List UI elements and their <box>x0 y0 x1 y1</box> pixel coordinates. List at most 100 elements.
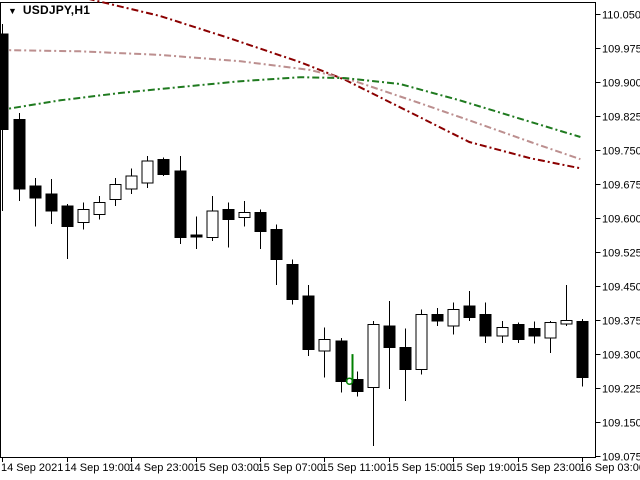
candle <box>190 216 203 249</box>
candle <box>254 209 267 249</box>
candle <box>286 259 299 305</box>
time-axis-label: 14 Sep 19:00 <box>65 462 130 474</box>
candle-body <box>544 321 557 339</box>
candle-body <box>29 185 42 199</box>
candle <box>512 322 525 343</box>
candle-body <box>206 210 219 239</box>
candle <box>399 328 412 401</box>
time-axis-label: 15 Sep 03:00 <box>194 462 259 474</box>
price-axis-label: 109.150 <box>602 418 640 430</box>
candle <box>93 195 106 220</box>
candle-body <box>238 212 251 219</box>
candle-body <box>302 295 315 351</box>
candle-body <box>109 184 122 201</box>
candle <box>222 202 235 248</box>
candle <box>270 224 283 285</box>
candle-body <box>93 202 106 215</box>
candle-body <box>0 33 9 130</box>
candle <box>560 285 573 326</box>
time-axis-label: 15 Sep 15:00 <box>387 462 452 474</box>
candle-body <box>45 193 58 212</box>
candle <box>335 337 348 393</box>
candle <box>528 321 541 344</box>
candle-body <box>463 305 476 318</box>
price-axis-label: 109.450 <box>602 282 640 294</box>
candle <box>125 168 138 195</box>
candle-body <box>496 326 509 337</box>
candle-body <box>335 340 348 382</box>
candle-body <box>560 320 573 325</box>
price-axis-label: 109.075 <box>602 452 640 464</box>
ma-slow-line <box>0 76 581 138</box>
price-axis-label: 110.050 <box>602 10 640 22</box>
time-axis-label: 15 Sep 23:00 <box>516 462 581 474</box>
time-axis-label: 15 Sep 19:00 <box>451 462 516 474</box>
candle-body <box>415 314 428 371</box>
candle <box>447 302 460 335</box>
chevron-down-icon[interactable]: ▼ <box>8 5 17 16</box>
candle <box>157 157 170 176</box>
time-axis-label: 16 Sep 03:00 <box>580 462 640 474</box>
candle <box>61 204 74 259</box>
candle-body <box>318 339 331 352</box>
ma-mid-line <box>0 49 581 161</box>
candle-body <box>447 309 460 327</box>
candle-body <box>77 209 90 224</box>
candle-body <box>254 212 267 232</box>
candle-body <box>157 159 170 176</box>
candle <box>367 321 380 447</box>
candle-body <box>286 263 299 300</box>
candle-body <box>383 325 396 348</box>
price-axis-label: 109.600 <box>602 214 640 226</box>
buy-marker <box>345 354 354 385</box>
candle-body <box>190 234 203 238</box>
candle <box>109 178 122 206</box>
price-axis-label: 109.675 <box>602 180 640 192</box>
candle <box>141 156 154 189</box>
candle <box>463 291 476 321</box>
symbol-label: USDJPY,H1 <box>22 3 91 17</box>
candle <box>238 200 251 227</box>
candle <box>383 301 396 389</box>
candle-body <box>222 209 235 220</box>
price-axis-label: 109.900 <box>602 78 640 90</box>
candle-body <box>174 170 187 239</box>
ma-fast-line <box>88 0 581 170</box>
candle-body <box>431 314 444 322</box>
time-axis-label: 14 Sep 2021 <box>1 462 63 474</box>
candle <box>29 178 42 227</box>
candle <box>13 113 26 201</box>
plot-frame <box>0 2 596 458</box>
price-axis-label: 109.975 <box>602 44 640 56</box>
candle <box>496 321 509 343</box>
candle-body <box>479 314 492 337</box>
candle-body <box>270 229 283 260</box>
candle-body <box>528 328 541 337</box>
time-axis-label: 14 Sep 23:00 <box>129 462 194 474</box>
candle <box>45 179 58 224</box>
price-axis-label: 109.300 <box>602 350 640 362</box>
candle-body <box>576 321 589 379</box>
candle-body <box>141 160 154 184</box>
candle <box>318 327 331 378</box>
candle <box>206 195 219 242</box>
candle <box>174 156 187 244</box>
candle-body <box>61 205 74 227</box>
candle <box>351 371 364 397</box>
candle <box>431 307 444 326</box>
price-axis-label: 109.225 <box>602 384 640 396</box>
candle <box>576 319 589 387</box>
symbol-selector[interactable]: ▼ USDJPY,H1 <box>8 3 90 17</box>
marker-circle <box>345 377 354 385</box>
price-axis-label: 109.750 <box>602 146 640 158</box>
price-axis-label: 109.525 <box>602 248 640 260</box>
time-axis-label: 15 Sep 07:00 <box>258 462 323 474</box>
candle <box>77 202 90 230</box>
candle <box>415 309 428 375</box>
price-axis-label: 109.825 <box>602 112 640 124</box>
candle-body <box>367 324 380 389</box>
candle-body <box>399 346 412 370</box>
candle <box>479 302 492 343</box>
